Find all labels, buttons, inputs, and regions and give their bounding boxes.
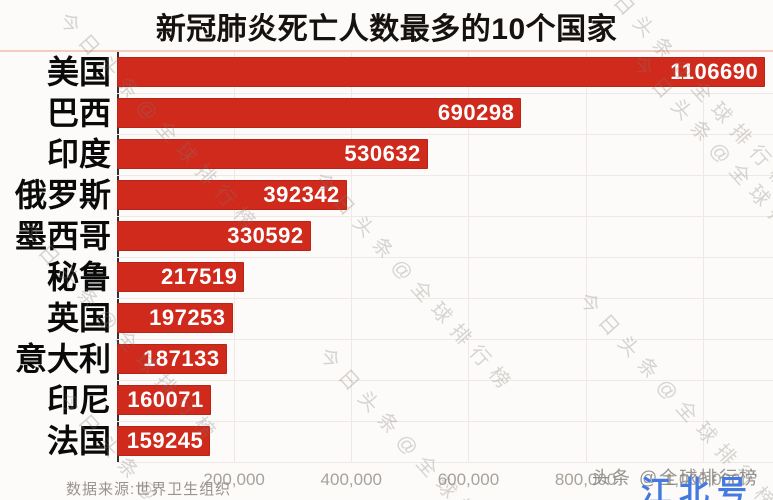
category-label-italy: 意大利 [14, 341, 111, 377]
bar-track: 392342 [117, 175, 773, 217]
bar-mexico: 330592 [117, 221, 311, 251]
bar-track: 160071 [117, 380, 773, 422]
bar-track: 330592 [117, 216, 773, 258]
bar-row: 巴西 690298 [0, 93, 773, 135]
x-axis-tick-label: 600,000 [437, 470, 500, 489]
bar-row: 英国 197253 [0, 298, 773, 340]
data-source-note: 数据来源:世界卫生组织 [66, 481, 232, 498]
x-axis-tick-label: 400,000 [320, 470, 383, 489]
bar-indonesia: 160071 [117, 385, 211, 415]
bar-row: 俄罗斯 392342 [0, 175, 773, 217]
category-label-russia: 俄罗斯 [14, 177, 111, 213]
bar-track: 530632 [117, 134, 773, 176]
bar-row: 印尼 160071 [0, 380, 773, 422]
bar-track: 159245 [117, 421, 773, 463]
bar-italy: 187133 [117, 344, 227, 374]
bar-row: 美国 1106690 [0, 52, 773, 94]
bar-value-label: 690298 [437, 100, 515, 125]
title-divider [0, 50, 773, 52]
bar-rows: 美国 1106690 巴西 690298 印度 530632 [0, 52, 773, 463]
x-axis-tick-label: 800,000 [554, 470, 617, 489]
bar-track: 217519 [117, 257, 773, 299]
bar-russia: 392342 [117, 180, 347, 210]
bar-brazil: 690298 [117, 98, 522, 128]
bar-row: 意大利 187133 [0, 339, 773, 381]
bar-track: 187133 [117, 339, 773, 381]
category-label-indonesia: 印尼 [46, 382, 111, 418]
bar-track: 1106690 [117, 52, 773, 94]
corner-watermark-gray: 头条 @全球排行榜 [592, 468, 760, 488]
bar-value-label: 159245 [126, 428, 204, 453]
chart-title: 新冠肺炎死亡人数最多的10个国家 [155, 13, 618, 46]
bar-france: 159245 [117, 426, 211, 456]
bar-value-label: 187133 [143, 346, 220, 371]
x-axis-tick-label: 200,000 [203, 470, 265, 489]
bar-track: 690298 [117, 93, 773, 135]
bar-peru: 217519 [117, 262, 245, 292]
category-label-mexico: 墨西哥 [14, 218, 111, 254]
x-axis: 200,000 400,000 600,000 800,000 1,000,000 [117, 470, 773, 496]
corner-watermark-blue: 江北号 [641, 476, 755, 500]
bar-row: 秘鲁 217519 [0, 257, 773, 299]
category-label-india: 印度 [46, 136, 111, 172]
category-label-france: 法国 [46, 423, 111, 459]
bar-row: 印度 530632 [0, 134, 773, 176]
bar-row: 法国 159245 [0, 421, 773, 463]
category-label-us: 美国 [46, 54, 111, 90]
category-label-brazil: 巴西 [46, 95, 111, 131]
bar-track: 197253 [117, 298, 773, 340]
bar-uk: 197253 [117, 303, 233, 333]
bar-value-label: 1106690 [670, 59, 759, 84]
bar-value-label: 217519 [160, 264, 238, 289]
bar-india: 530632 [117, 139, 428, 169]
bar-us: 1106690 [117, 57, 766, 87]
bar-value-label: 392342 [263, 182, 340, 207]
bar-value-label: 197253 [149, 305, 226, 330]
bar-value-label: 160071 [127, 387, 204, 412]
bar-value-label: 530632 [344, 141, 421, 166]
bar-row: 墨西哥 330592 [0, 216, 773, 258]
bar-value-label: 330592 [227, 223, 304, 248]
category-label-uk: 英国 [46, 300, 111, 336]
category-label-peru: 秘鲁 [46, 259, 111, 295]
x-axis-tick-label: 1,000,000 [664, 470, 741, 489]
